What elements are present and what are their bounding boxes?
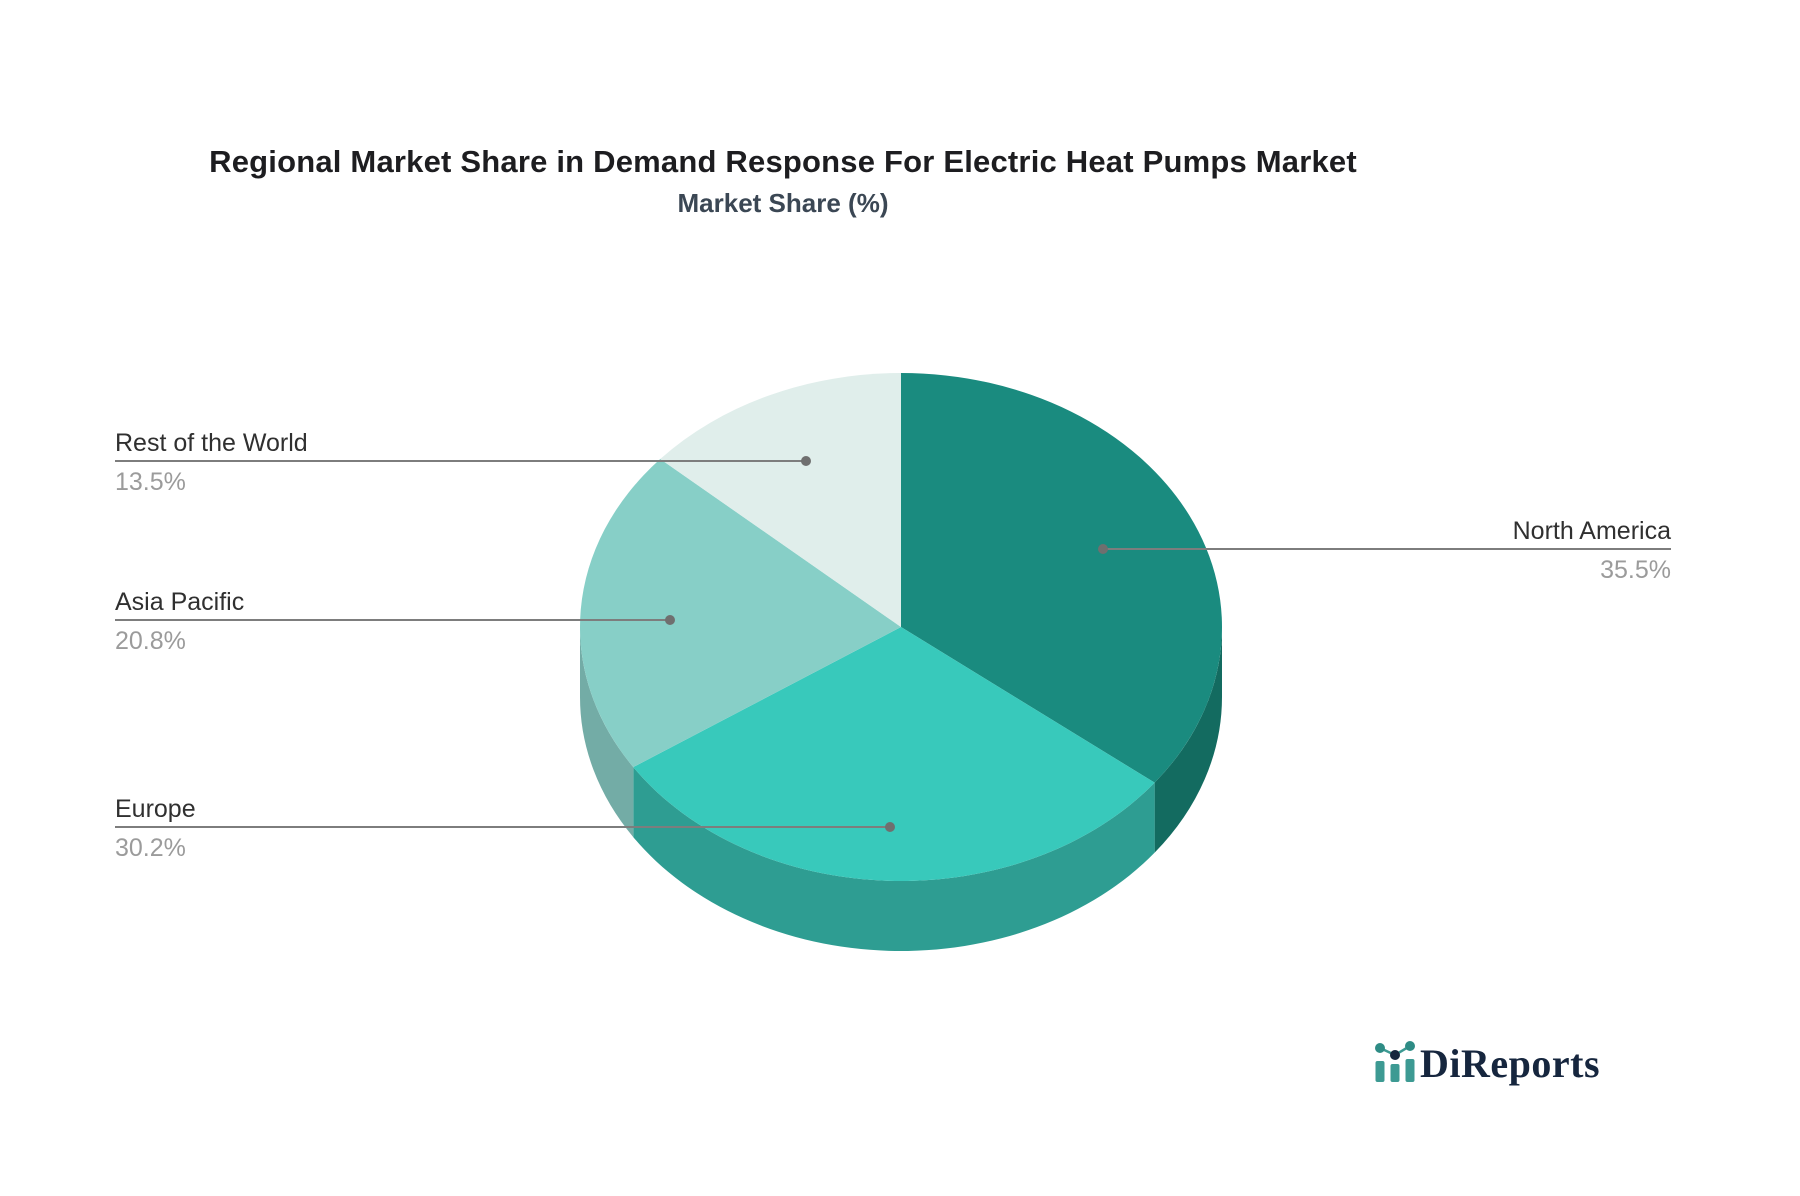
- pie-side-asia-pacific: [580, 627, 634, 838]
- pie-slice-europe[interactable]: [633, 627, 1155, 881]
- value-asia-pacific: 20.8%: [115, 627, 186, 655]
- pie-side-europe: [633, 767, 1155, 952]
- label-rest-of-the-world: Rest of the World: [115, 429, 308, 457]
- pie-slice-asia-pacific[interactable]: [579, 459, 901, 768]
- direports-logo-text: DiReports: [1420, 1041, 1601, 1086]
- connector-dot-north-america: [1098, 544, 1108, 554]
- label-europe: Europe: [115, 795, 196, 823]
- value-north-america: 35.5%: [1600, 556, 1671, 584]
- pie-slice-rest-of-the-world[interactable]: [660, 373, 901, 627]
- connector-dot-rest-of-the-world: [801, 456, 811, 466]
- pie-slice-north-america[interactable]: [901, 373, 1223, 783]
- value-rest-of-the-world: 13.5%: [115, 468, 186, 496]
- value-europe: 30.2%: [115, 834, 186, 862]
- label-north-america: North America: [1512, 517, 1671, 545]
- direports-logo: DiReports: [1374, 1036, 1704, 1096]
- pie-side-north-america: [1154, 627, 1222, 853]
- label-asia-pacific: Asia Pacific: [115, 588, 245, 616]
- connector-dot-asia-pacific: [665, 615, 675, 625]
- bar-chart-icon: [1375, 1041, 1415, 1082]
- connector-dot-europe: [885, 822, 895, 832]
- chart-subtitle: Market Share (%): [677, 188, 889, 218]
- chart-title: Regional Market Share in Demand Response…: [209, 144, 1357, 179]
